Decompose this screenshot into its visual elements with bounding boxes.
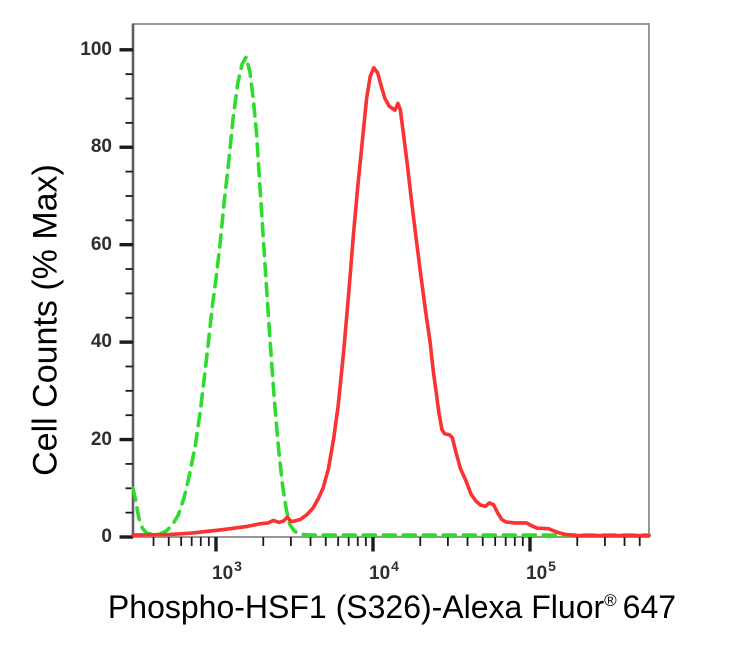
x-tick-base: 10 (526, 563, 548, 584)
y-tick-label: 100 (80, 38, 112, 60)
x-axis-title-text: Phospho-HSF1 (S326)-Alexa Fluor (107, 589, 605, 625)
x-tick-exponent: 5 (548, 558, 556, 574)
y-tick-label: 20 (90, 428, 112, 450)
x-tick-base: 10 (212, 563, 234, 584)
y-tick-label: 40 (90, 331, 112, 353)
x-tick-label: 104 (369, 556, 399, 584)
x-axis-title: Phospho-HSF1 (S326)-Alexa Fluor® 647 (108, 589, 676, 626)
x-tick-exponent: 4 (391, 558, 399, 574)
curve-red-solid-stained (131, 66, 651, 538)
y-tick-label: 0 (101, 526, 112, 547)
x-tick-base: 10 (369, 563, 391, 584)
x-tick-exponent: 3 (234, 558, 242, 574)
plot-frame (132, 23, 650, 538)
y-tick-label: 60 (90, 233, 112, 255)
x-axis-title-fluor-number: 647 (622, 589, 677, 625)
curve-green-dashed-control (131, 55, 651, 537)
x-tick-label: 103 (212, 556, 242, 584)
registered-trademark-symbol: ® (604, 591, 617, 610)
y-tick-label: 80 (90, 136, 112, 158)
x-tick-label: 105 (526, 556, 556, 584)
